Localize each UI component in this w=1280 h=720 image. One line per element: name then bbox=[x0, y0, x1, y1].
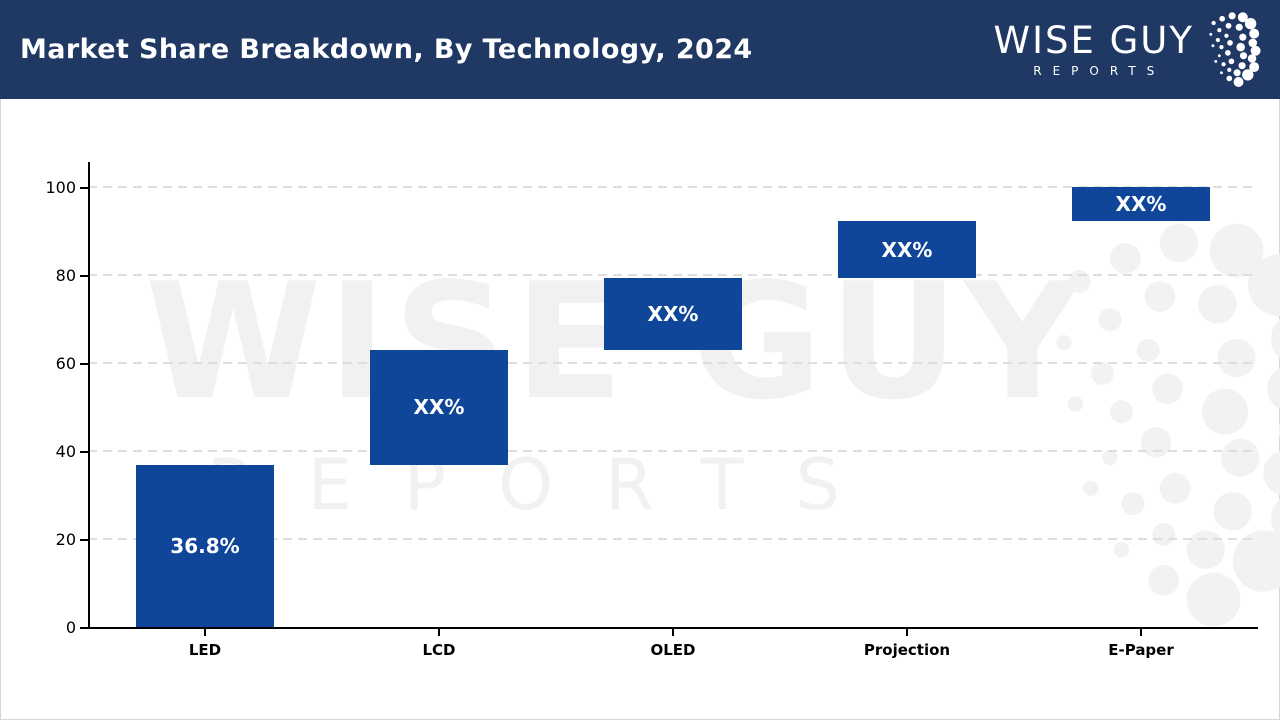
y-tick-label-60: 60 bbox=[55, 353, 76, 373]
x-category-label-projection: Projection bbox=[863, 641, 951, 659]
logo-wordmark: WISE GUY bbox=[993, 18, 1194, 62]
y-tick-label-20: 20 bbox=[55, 529, 76, 549]
dotted-head-icon bbox=[1209, 11, 1261, 87]
x-category-label-led: LED bbox=[188, 641, 222, 659]
logo-subtitle: REPORTS bbox=[1033, 63, 1166, 78]
x-tick-oled bbox=[672, 629, 674, 636]
watermark-subtitle: REPORTS bbox=[207, 444, 892, 526]
bar-value-label: XX% bbox=[413, 395, 465, 420]
x-category-label-oled: OLED bbox=[650, 641, 696, 659]
gridline-80 bbox=[88, 273, 1258, 276]
y-axis-line bbox=[88, 162, 90, 629]
bar-lcd: XX% bbox=[370, 349, 508, 465]
bar-value-label: XX% bbox=[647, 301, 699, 326]
gridline-60 bbox=[88, 361, 1258, 364]
y-tick-label-0: 0 bbox=[65, 618, 76, 637]
x-tick-lcd bbox=[438, 629, 440, 636]
y-tick-40 bbox=[80, 450, 88, 453]
x-tick-e-paper bbox=[1140, 629, 1142, 636]
y-tick-0 bbox=[80, 627, 88, 629]
gridline-100 bbox=[88, 185, 1258, 188]
bar-led: 36.8% bbox=[136, 464, 274, 627]
x-tick-led bbox=[204, 629, 206, 636]
gridline-20 bbox=[88, 537, 1258, 540]
wise-guy-logo: WISE GUY REPORTS bbox=[994, 10, 1262, 90]
bar-value-label: XX% bbox=[881, 237, 933, 262]
y-tick-100 bbox=[80, 186, 88, 189]
y-tick-80 bbox=[80, 274, 88, 277]
y-tick-label-40: 40 bbox=[55, 441, 76, 461]
header-band: Market Share Breakdown, By Technology, 2… bbox=[0, 0, 1280, 99]
chart-title: Market Share Breakdown, By Technology, 2… bbox=[20, 34, 753, 65]
y-tick-label-100: 100 bbox=[45, 177, 76, 197]
gridline-40 bbox=[88, 449, 1258, 452]
y-tick-label-80: 80 bbox=[55, 265, 76, 285]
y-tick-60 bbox=[80, 362, 88, 365]
x-category-label-e-paper: E-Paper bbox=[1108, 641, 1174, 659]
bar-projection: XX% bbox=[838, 221, 976, 279]
bar-oled: XX% bbox=[604, 278, 742, 350]
bar-value-label: XX% bbox=[1115, 191, 1167, 216]
x-axis-line bbox=[87, 627, 1258, 629]
x-category-label-lcd: LCD bbox=[422, 641, 456, 659]
y-tick-20 bbox=[80, 538, 88, 541]
bar-e-paper: XX% bbox=[1072, 186, 1210, 222]
x-tick-projection bbox=[906, 629, 908, 636]
bar-value-label: 36.8% bbox=[170, 533, 240, 558]
